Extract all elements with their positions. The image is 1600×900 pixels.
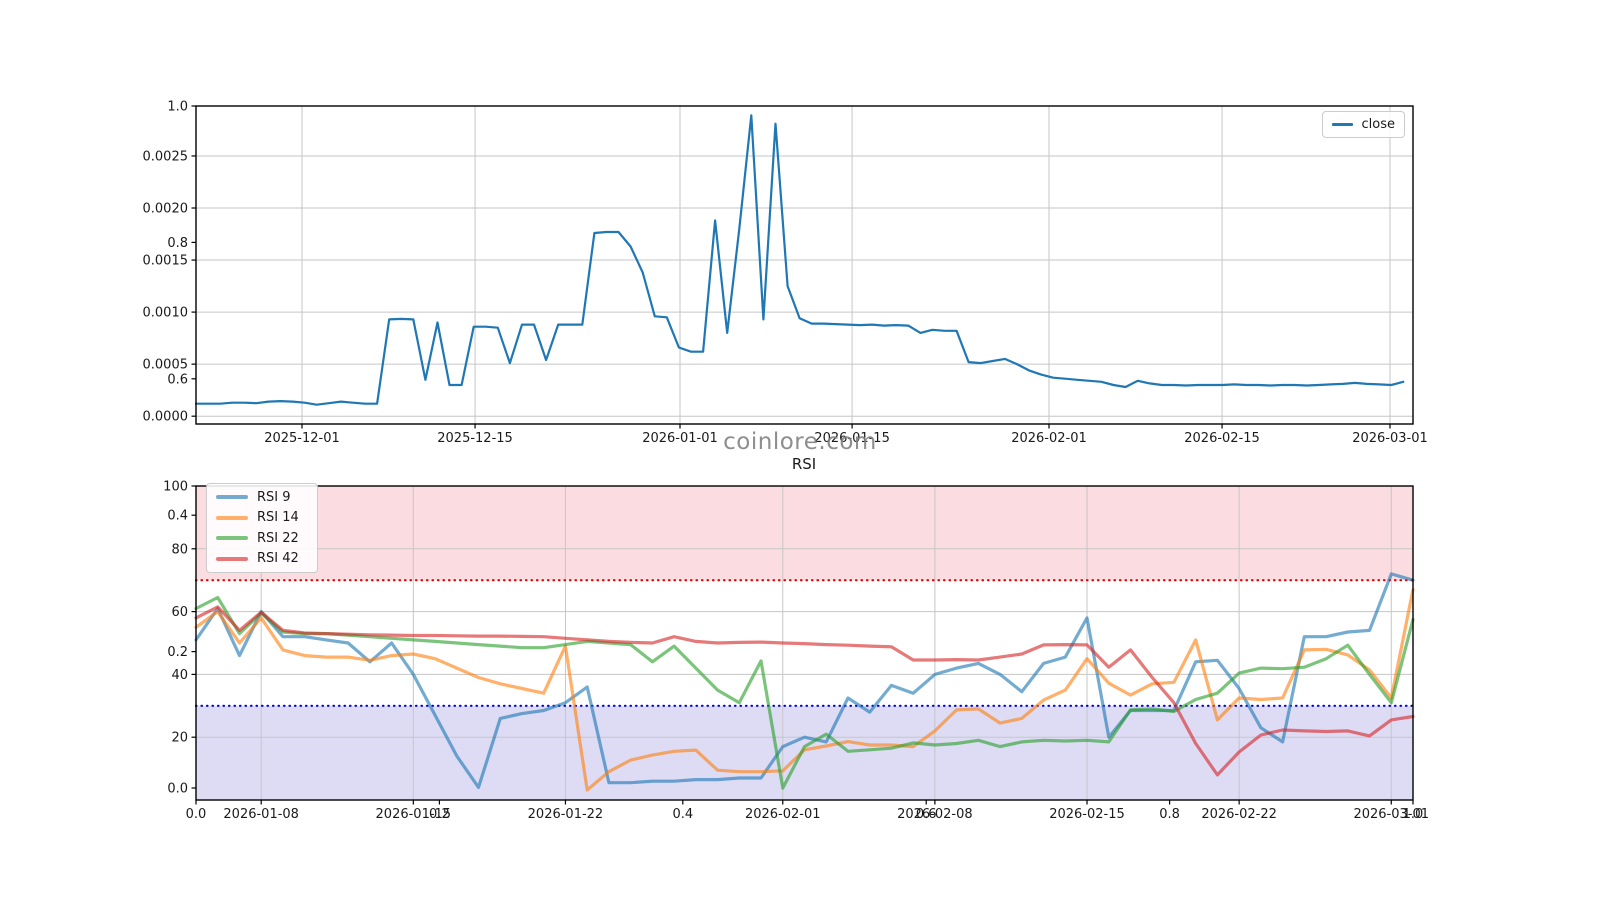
- x-tick-label: 2026-01-15: [376, 807, 452, 822]
- overlay-y-tick-label: 0.4: [167, 509, 188, 524]
- legend-label-rsi22: RSI 22: [257, 530, 299, 546]
- legend-rsi: RSI 9 RSI 14 RSI 22 RSI 42: [206, 483, 318, 573]
- series-line-close: [194, 114, 1405, 406]
- rsi22-line-swatch: [216, 536, 248, 541]
- band: [196, 486, 1413, 581]
- y-tick-label: 20: [171, 731, 188, 746]
- legend-row-rsi14: RSI 14: [207, 508, 317, 529]
- x-tick-label: 2026-02-01: [1011, 431, 1087, 446]
- overlay-y-tick-label: 0.8: [167, 236, 188, 251]
- legend-label-rsi14: RSI 14: [257, 510, 299, 526]
- x-tick-label: 2026-01-08: [223, 807, 299, 822]
- x-tick-label: 2026-02-01: [745, 807, 821, 822]
- x-tick-label: 2026-03-01: [1353, 807, 1429, 822]
- x-tick-label: 2026-03-01: [1352, 431, 1428, 446]
- x-tick-label: 2026-02-15: [1184, 431, 1260, 446]
- y-tick-label: 0.0020: [143, 202, 189, 217]
- legend-row-rsi22: RSI 22: [207, 528, 317, 549]
- overlay-y-tick-label: 0.2: [167, 645, 188, 660]
- rsi14-line-swatch: [216, 515, 248, 520]
- y-tick-label: 80: [171, 542, 188, 557]
- watermark: coinlore.com: [723, 429, 877, 455]
- overlay-y-tick-label: 0.6: [167, 372, 188, 387]
- y-tick-label: 0.0010: [143, 306, 189, 321]
- legend-row-rsi9: RSI 9: [207, 487, 317, 508]
- legend-row-rsi42: RSI 42: [207, 549, 317, 570]
- y-tick-label: 0.0005: [143, 358, 189, 373]
- x-tick-label: 2025-12-01: [264, 431, 340, 446]
- legend-label-close: close: [1361, 117, 1395, 132]
- y-tick-label: 0.0000: [143, 410, 189, 425]
- x-tick-label: 2026-01-15: [814, 431, 890, 446]
- band: [196, 705, 1413, 800]
- axes-spines: [195, 105, 1414, 425]
- x-tick-label: 2026-02-22: [1201, 807, 1277, 822]
- rsi9-line-swatch: [216, 495, 248, 500]
- overlay-x-tick-label: 0.8: [1159, 807, 1180, 822]
- overlay-x-tick-label: 0.0: [186, 807, 207, 822]
- overlay-x-tick-label: 0.6: [916, 807, 937, 822]
- overlay-x-tick-label: 1.0: [1403, 807, 1424, 822]
- x-tick-label: 2026-02-15: [1049, 807, 1125, 822]
- rsi-subplot-title: RSI: [791, 455, 817, 473]
- y-tick-label: 40: [171, 668, 188, 683]
- legend-close: close: [1322, 111, 1405, 138]
- overlay-y-tick-label: 0.0: [167, 782, 188, 797]
- series-line-rsi42: [194, 605, 1415, 777]
- legend-label-rsi9: RSI 9: [257, 489, 291, 505]
- overlay-x-tick-label: 0.2: [429, 807, 450, 822]
- rsi42-line-swatch: [216, 556, 248, 561]
- y-tick-label: 100: [163, 480, 188, 495]
- legend-label-rsi42: RSI 42: [257, 551, 299, 567]
- close-line-swatch: [1332, 123, 1353, 126]
- x-tick-label: 2026-01-22: [528, 807, 604, 822]
- y-tick-label: 0.0025: [143, 149, 189, 164]
- x-tick-label: 2026-02-08: [897, 807, 973, 822]
- y-tick-label: 0.0015: [143, 254, 189, 269]
- x-tick-label: 2025-12-15: [437, 431, 513, 446]
- axes-spines: [195, 485, 1414, 801]
- x-tick-label: 2026-01-01: [642, 431, 718, 446]
- y-tick-label: 60: [171, 605, 188, 620]
- overlay-x-tick-label: 0.4: [672, 807, 693, 822]
- series-line-rsi22: [194, 595, 1415, 790]
- overlay-y-tick-label: 1.0: [167, 100, 188, 115]
